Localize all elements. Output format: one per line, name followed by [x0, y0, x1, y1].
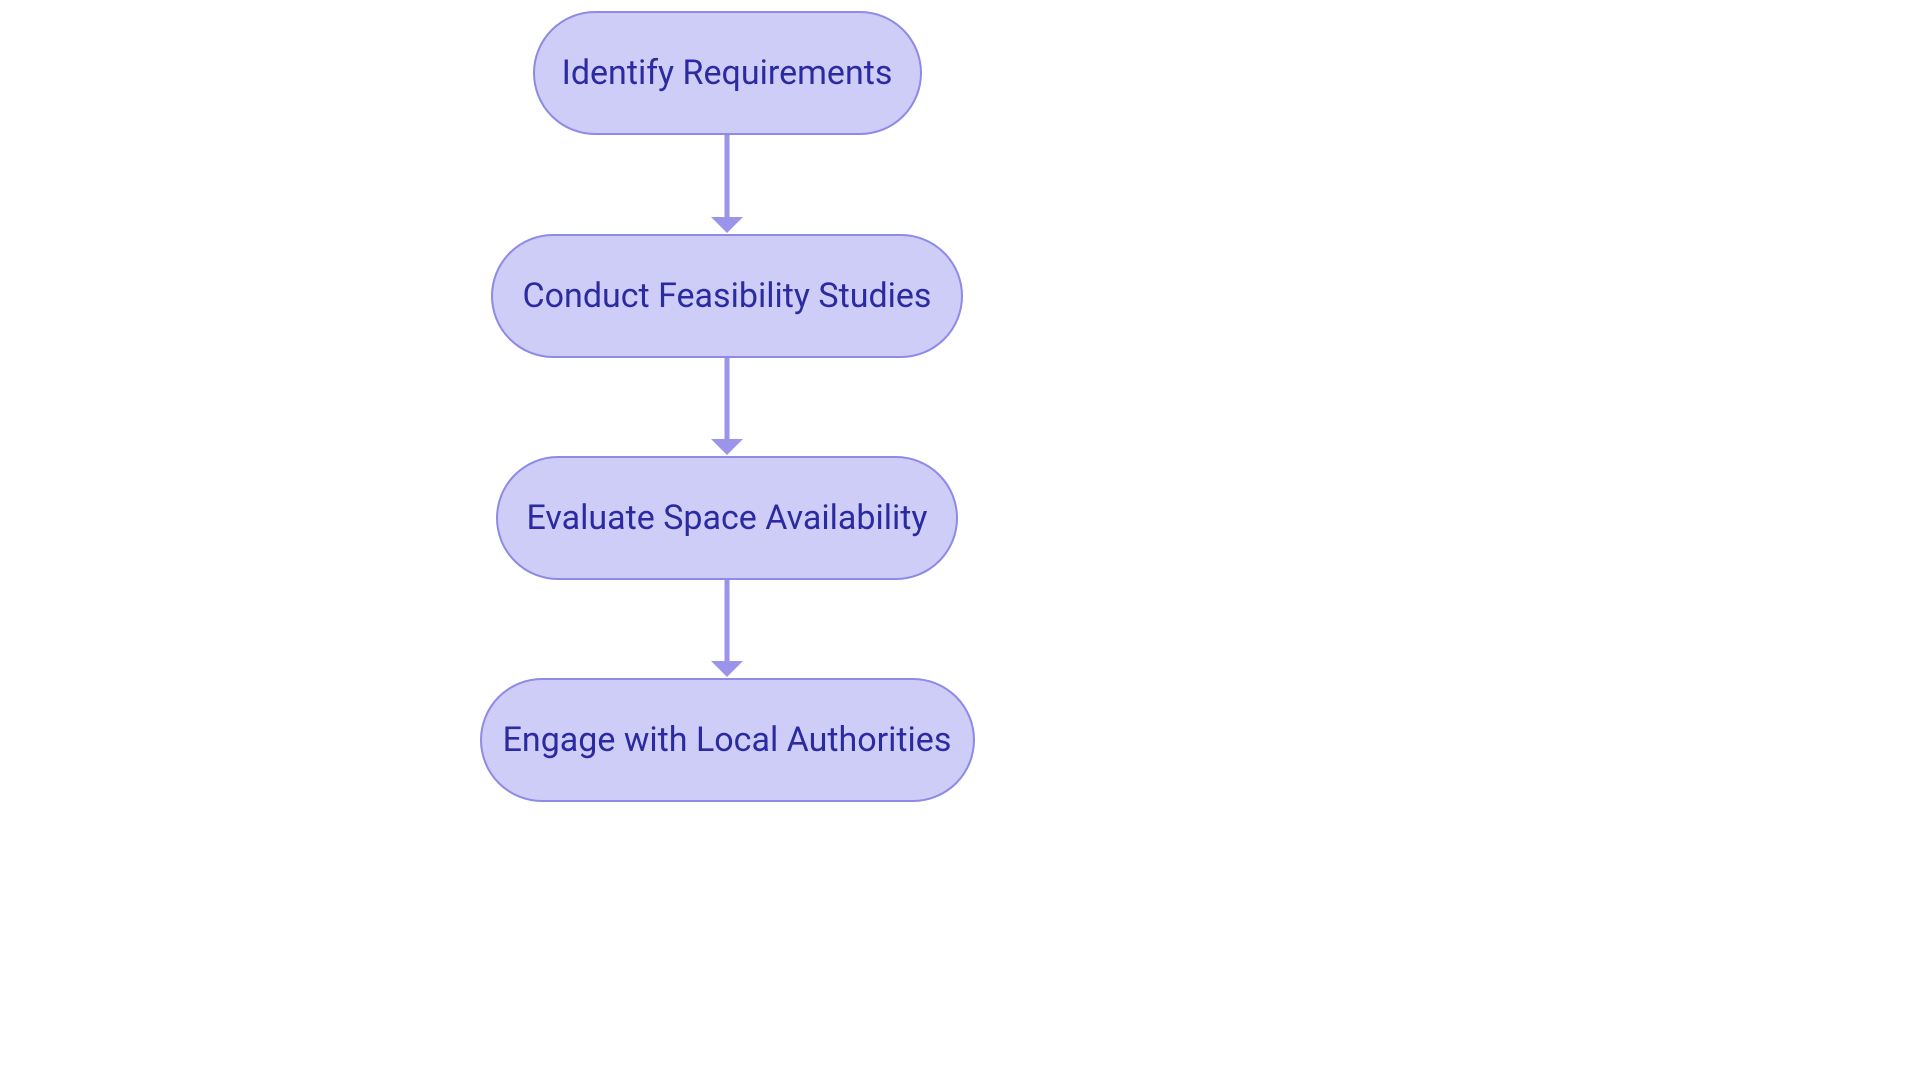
flowchart-edge-3 [706, 580, 748, 677]
flowchart-node-local-authorities: Engage with Local Authorities [480, 678, 975, 802]
flowchart-canvas: Identify Requirements Conduct Feasibilit… [0, 0, 1920, 1083]
flowchart-edge-1 [706, 135, 748, 233]
flowchart-node-feasibility-studies: Conduct Feasibility Studies [491, 234, 963, 358]
node-label: Identify Requirements [562, 53, 893, 93]
flowchart-edge-2 [706, 358, 748, 455]
node-label: Evaluate Space Availability [527, 498, 928, 538]
flowchart-node-space-availability: Evaluate Space Availability [496, 456, 958, 580]
node-label: Engage with Local Authorities [503, 720, 952, 760]
node-label: Conduct Feasibility Studies [523, 276, 932, 316]
flowchart-node-identify-requirements: Identify Requirements [533, 11, 922, 135]
